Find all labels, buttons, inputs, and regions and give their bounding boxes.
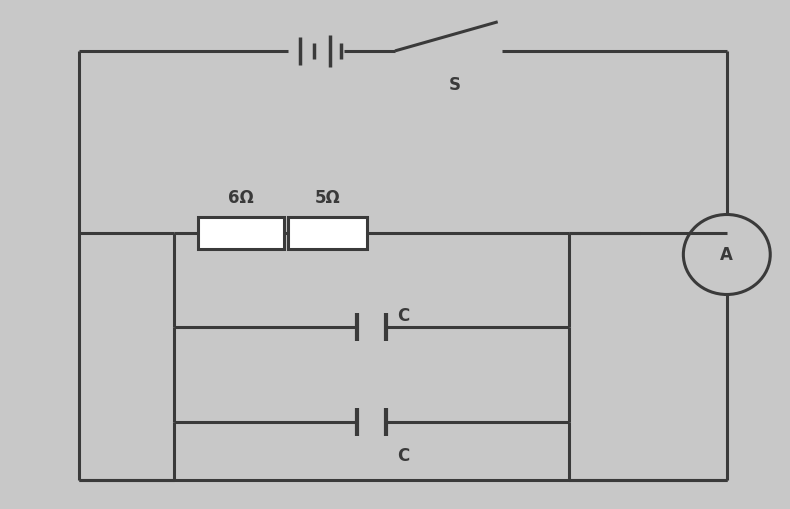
Bar [198, 217, 284, 249]
Text: C: C [397, 307, 410, 325]
Text: S: S [448, 76, 461, 94]
Text: 6Ω: 6Ω [228, 189, 254, 207]
Bar [288, 217, 367, 249]
Text: C: C [397, 447, 410, 465]
Text: A: A [720, 245, 733, 264]
Text: 5Ω: 5Ω [315, 189, 340, 207]
